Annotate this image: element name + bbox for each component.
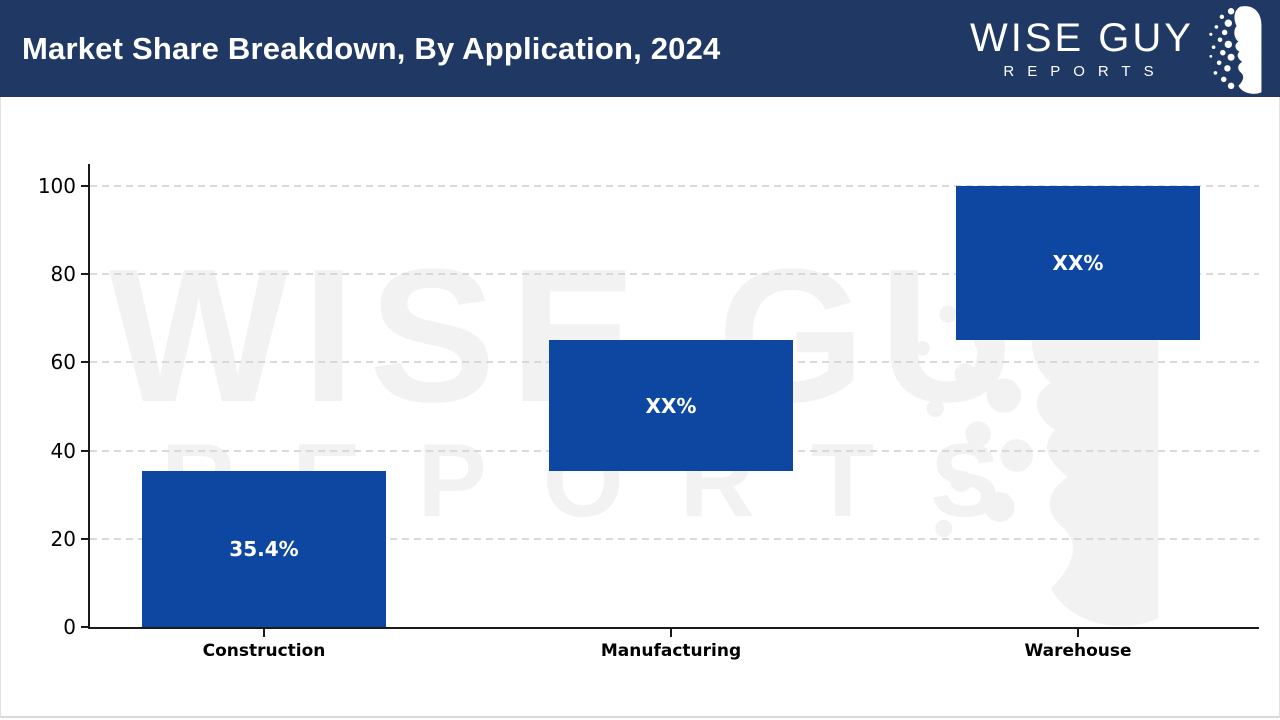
y-axis-tick-label: 20 <box>50 526 76 551</box>
y-axis-tick <box>81 361 88 364</box>
y-axis-tick <box>81 273 88 276</box>
bar-value-label: XX% <box>1052 251 1104 276</box>
gridline <box>90 537 1259 540</box>
bar-segment: XX% <box>549 340 793 471</box>
wiseguy-logo-text: WISE GUY REPORTS <box>970 18 1194 79</box>
chart-card: WISE GUY REPORTS 0 20 40 60 80 100 35.4% Constr… <box>0 97 1280 718</box>
x-axis-category-label: Manufacturing <box>600 641 742 661</box>
y-axis-tick <box>81 449 88 452</box>
y-axis-tick-label: 100 <box>37 174 76 198</box>
y-axis-tick-label: 0 <box>63 615 76 639</box>
y-axis-tick-label: 80 <box>50 262 76 287</box>
x-axis-tick <box>1077 629 1079 637</box>
y-axis-line <box>88 164 90 629</box>
logo-subtitle: REPORTS <box>1003 63 1167 80</box>
y-axis-tick <box>81 537 88 540</box>
bar-value-label: 35.4% <box>229 536 299 561</box>
bar-value-label: XX% <box>645 393 697 418</box>
logo-wordmark: WISE GUY <box>969 16 1194 60</box>
x-axis-line <box>88 627 1259 629</box>
header-bar: Market Share Breakdown, By Application, … <box>0 0 1280 97</box>
x-axis-tick <box>670 629 672 637</box>
page-title: Market Share Breakdown, By Application, … <box>22 30 721 66</box>
x-axis-category-label: Construction <box>202 641 326 661</box>
y-axis-tick <box>81 626 88 628</box>
dotted-face-icon <box>1209 5 1262 94</box>
wiseguy-logo: WISE GUY REPORTS <box>970 3 1266 95</box>
bar-segment: 35.4% <box>142 470 386 627</box>
x-axis-tick <box>263 629 265 637</box>
bar-segment: XX% <box>956 186 1200 341</box>
y-axis-tick-label: 60 <box>50 350 76 375</box>
gridline <box>90 185 1259 187</box>
y-axis-tick <box>81 185 88 187</box>
gridline <box>90 273 1259 276</box>
x-axis-category-label: Warehouse <box>1024 641 1132 661</box>
plot-area: 0 20 40 60 80 100 35.4% Construction XX% Manufact… <box>38 164 1259 661</box>
y-axis-tick-label: 40 <box>50 438 76 463</box>
